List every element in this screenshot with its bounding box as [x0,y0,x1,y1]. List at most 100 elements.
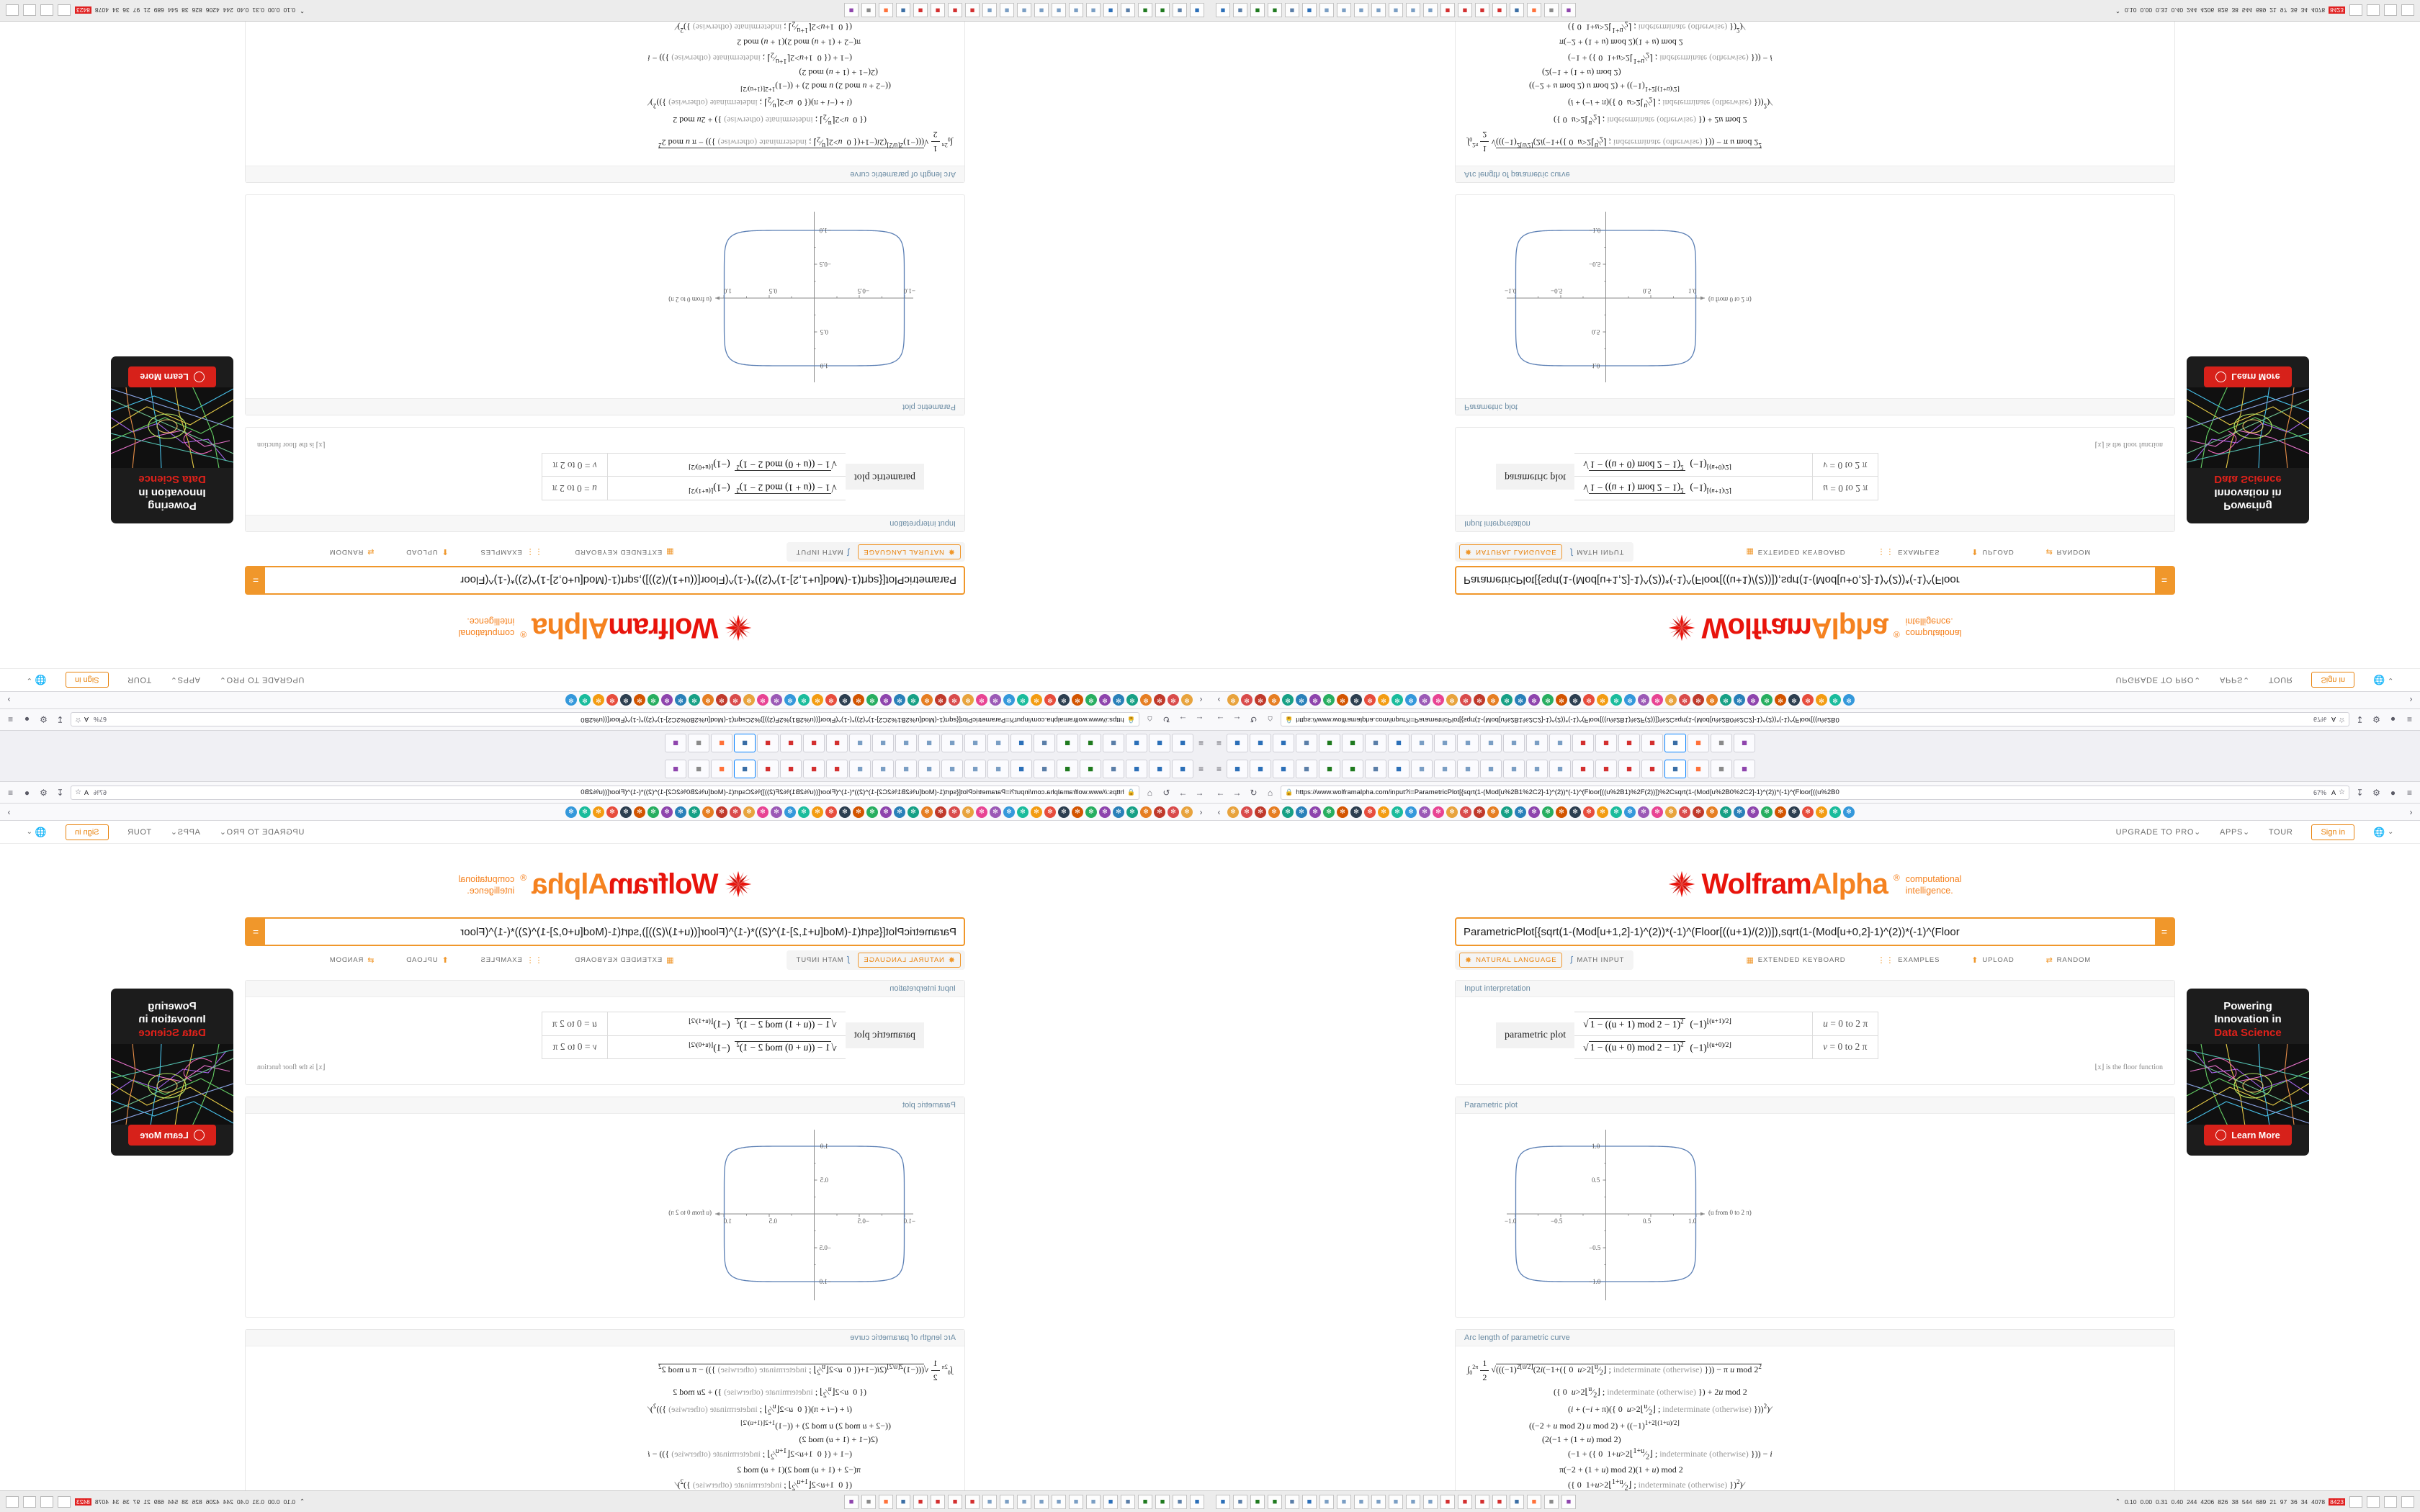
task-disk-64[interactable]: ■ [1103,1494,1118,1509]
address-bar[interactable]: 🔒 https://www.wolframalpha.com/input?i=P… [71,712,1139,727]
data-science-ad[interactable]: Powering Innovation in Data Science [2187,989,2309,1156]
task-doc-1[interactable]: ■ [1319,1494,1334,1509]
tab-doc-1[interactable]: ■ [987,759,1009,778]
bookmark-item-35[interactable]: ✻ [702,806,714,818]
bookmark-item-24[interactable]: ✻ [853,694,864,706]
tab-scroll[interactable]: ■ [688,759,709,778]
tab-doc-3[interactable]: ■ [1457,734,1479,753]
bookmark-item-35[interactable]: ✻ [702,694,714,706]
bookmark-item-23[interactable]: ✻ [1542,694,1554,706]
tab-screen[interactable]: ■ [734,759,756,778]
bookmark-item-38[interactable]: ✻ [661,806,673,818]
bookmark-item-31[interactable]: ✻ [1652,694,1663,706]
data-science-ad[interactable]: Powering Innovation in Data Science [111,356,233,523]
tab-firefox[interactable]: ■ [711,734,732,753]
task-mastodon[interactable]: ■ [844,1494,859,1509]
natural-language-button[interactable]: ✸ NATURAL LANGUAGE [1459,952,1563,968]
task-monitor[interactable]: ■ [1233,1494,1247,1509]
tab-mastodon[interactable]: ■ [1734,734,1755,753]
bookmark-item-35[interactable]: ✻ [1706,694,1718,706]
data-science-ad[interactable]: Powering Innovation in Data Science [111,989,233,1156]
bookmark-item-4[interactable]: ✻ [1126,694,1138,706]
bookmark-item-7[interactable]: ✻ [1323,806,1335,818]
bookmark-item-12[interactable]: ✻ [1392,694,1403,706]
bookmark-item-18[interactable]: ✻ [1474,806,1485,818]
bookmark-item-21[interactable]: ✻ [894,806,905,818]
bookmark-item-42[interactable]: ✻ [1802,806,1814,818]
bookmark-item-23[interactable]: ✻ [866,806,878,818]
chevron-down-icon[interactable]: ⌄ [26,676,33,684]
task-doc-7[interactable]: ■ [1423,1494,1438,1509]
task-wolfram-4[interactable]: ■ [913,3,928,18]
task-disk[interactable]: ■ [1190,1494,1204,1509]
account-icon[interactable]: ● [24,714,30,725]
tab-doc-4[interactable]: ■ [1480,759,1502,778]
tab-doc-6[interactable]: ■ [1526,759,1548,778]
bookmark-item-14[interactable]: ✻ [990,694,1001,706]
wolfram-logo[interactable]: WolframAlpha ® computational intelligenc… [0,612,1210,644]
task-wolfram-3[interactable]: ■ [931,3,945,18]
task-wolfram-2[interactable]: ■ [1458,3,1472,18]
bookmark-item-39[interactable]: ✻ [647,694,659,706]
tab-monitor[interactable]: ■ [1296,734,1317,753]
home-icon[interactable]: ⌂ [1147,714,1153,725]
zoom-level-indicator[interactable]: 67% [93,716,107,724]
task-doc-6[interactable]: ■ [1406,3,1420,18]
bookmark-item-29[interactable]: ✻ [784,694,796,706]
home-icon[interactable]: ⌂ [1267,787,1273,798]
nav-apps[interactable]: APPS⌄ [170,827,200,837]
reload-icon[interactable]: ↻ [1250,787,1258,798]
tab-doc-7[interactable]: ■ [849,759,871,778]
bookmark-star-icon[interactable]: ☆ [75,788,81,796]
task-mastodon[interactable]: ■ [844,3,859,18]
reload-icon[interactable]: ↻ [1162,714,1170,725]
learn-more-button[interactable]: Learn More [2204,1125,2292,1146]
bookmark-item-10[interactable]: ✻ [1044,806,1056,818]
bookmark-item-5[interactable]: ✻ [1296,806,1307,818]
sign-in-button[interactable]: Sign in [2311,824,2355,840]
bookmark-item-43[interactable]: ✻ [1816,694,1827,706]
zoom-level-indicator[interactable]: 67% [2313,716,2327,724]
task-scroll[interactable]: ■ [861,3,876,18]
tab-wolfram-4[interactable]: ■ [757,759,779,778]
task-terminal-2[interactable]: ■ [1268,3,1282,18]
bookmark-item-43[interactable]: ✻ [593,806,604,818]
bookmark-item-10[interactable]: ✻ [1044,694,1056,706]
bookmark-item-17[interactable]: ✻ [1460,694,1471,706]
globe-icon[interactable]: 🌐 [2373,675,2385,686]
task-doc-5[interactable]: ■ [1017,1494,1031,1509]
task-wolfram-1[interactable]: ■ [965,1494,980,1509]
math-input-button[interactable]: ∫ MATH INPUT [1565,546,1629,559]
reload-icon[interactable]: ↻ [1250,714,1258,725]
tab-doc-2[interactable]: ■ [964,734,986,753]
task-doc-3[interactable]: ■ [1052,1494,1066,1509]
nav-apps[interactable]: APPS⌄ [2220,675,2250,685]
task-doc-2[interactable]: ■ [1337,3,1351,18]
bookmark-star-icon[interactable]: ☆ [2339,788,2345,796]
bookmark-item-5[interactable]: ✻ [1296,694,1307,706]
bookmark-item-30[interactable]: ✻ [1638,806,1649,818]
home-icon[interactable]: ⌂ [1147,787,1153,798]
bookmarks-chevron-icon[interactable]: › [2409,806,2413,817]
bookmark-item-28[interactable]: ✻ [798,694,810,706]
task-doc-4[interactable]: ■ [1371,1494,1386,1509]
back-arrow-icon[interactable]: ← [1216,714,1225,725]
task-wolfram-3[interactable]: ■ [1475,1494,1489,1509]
bookmark-item-39[interactable]: ✻ [647,806,659,818]
app-menu-icon[interactable]: ≡ [2406,714,2412,725]
back-arrow-icon[interactable]: ← [1195,714,1204,725]
bookmark-item-20[interactable]: ✻ [908,806,919,818]
compute-button[interactable]: = [2155,919,2174,945]
bookmark-item-43[interactable]: ✻ [1816,806,1827,818]
address-bar[interactable]: 🔒 https://www.wolframalpha.com/input?i=P… [1281,785,2349,800]
bookmark-item-45[interactable]: ✻ [1843,694,1855,706]
zoom-level-indicator[interactable]: 67% [2313,788,2327,796]
list-all-tabs-icon[interactable]: ≡ [1198,738,1204,749]
task-doc-7[interactable]: ■ [982,3,997,18]
bookmark-item-45[interactable]: ✻ [1843,806,1855,818]
bookmark-item-17[interactable]: ✻ [949,806,960,818]
globe-icon[interactable]: 🌐 [35,675,47,686]
bookmark-item-0[interactable]: ✻ [1227,806,1239,818]
bookmark-item-39[interactable]: ✻ [1761,694,1773,706]
tray-expander-icon[interactable]: ⌃ [300,1498,305,1505]
